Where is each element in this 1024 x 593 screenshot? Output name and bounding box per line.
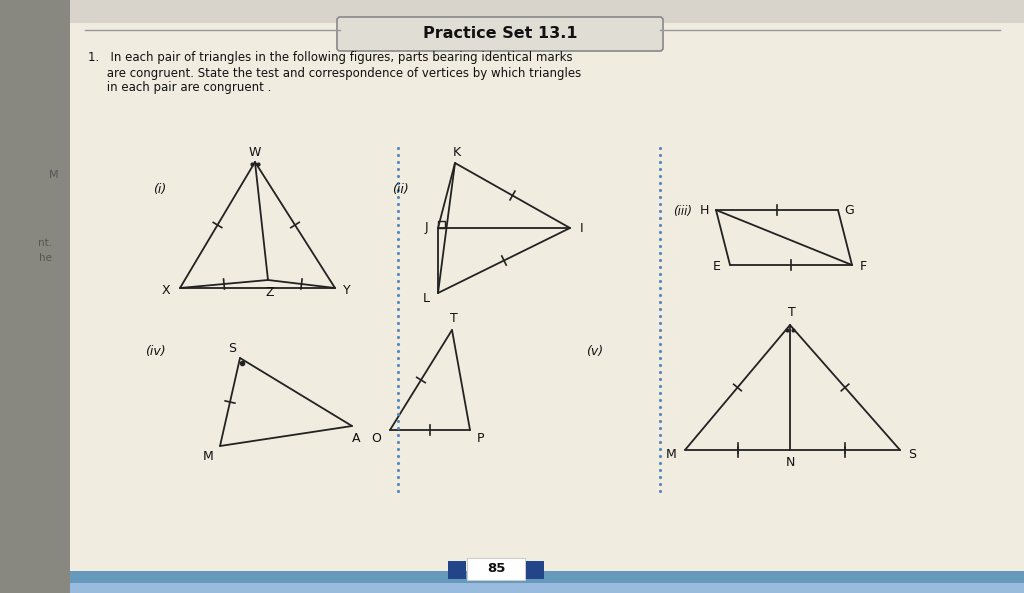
Text: O: O [371, 432, 381, 445]
Bar [70, 571, 1024, 593]
Text: T: T [788, 307, 796, 320]
FancyBboxPatch shape [467, 558, 525, 580]
Text: A: A [352, 432, 360, 445]
Text: J: J [424, 222, 428, 234]
Text: (iii): (iii) [674, 206, 692, 218]
Text: he: he [39, 253, 51, 263]
Text: nt.: nt. [38, 238, 52, 248]
Text: M: M [49, 170, 58, 180]
Text: T: T [451, 313, 458, 326]
Text: X: X [162, 283, 170, 296]
Text: K: K [453, 145, 461, 158]
Text: are congruent. State the test and correspondence of vertices by which triangles: are congruent. State the test and corres… [88, 66, 582, 79]
Text: L: L [423, 292, 429, 304]
Text: M: M [203, 449, 213, 463]
Text: Y: Y [343, 283, 351, 296]
Text: S: S [228, 342, 236, 355]
Text: (ii): (ii) [391, 183, 409, 196]
Text: G: G [844, 203, 854, 216]
Text: Z: Z [266, 285, 274, 298]
Text: (i): (i) [154, 183, 167, 196]
Bar [526, 561, 544, 579]
Text: Practice Set 13.1: Practice Set 13.1 [423, 27, 578, 42]
Text: I: I [581, 222, 584, 234]
Bar [0, 0, 70, 593]
Bar [70, 571, 1024, 583]
Bar [449, 561, 466, 579]
Text: W: W [249, 145, 261, 158]
FancyBboxPatch shape [337, 17, 663, 51]
Text: F: F [859, 260, 866, 273]
Text: 85: 85 [486, 563, 505, 575]
Text: M: M [666, 448, 677, 461]
Text: N: N [785, 455, 795, 468]
Text: H: H [699, 203, 709, 216]
Text: P: P [476, 432, 483, 445]
Text: 1.   In each pair of triangles in the following figures, parts bearing identical: 1. In each pair of triangles in the foll… [88, 52, 572, 65]
Text: in each pair are congruent .: in each pair are congruent . [88, 81, 271, 94]
Text: (iv): (iv) [144, 346, 165, 359]
Text: S: S [908, 448, 916, 461]
Text: E: E [713, 260, 721, 273]
Text: (v): (v) [587, 346, 603, 359]
